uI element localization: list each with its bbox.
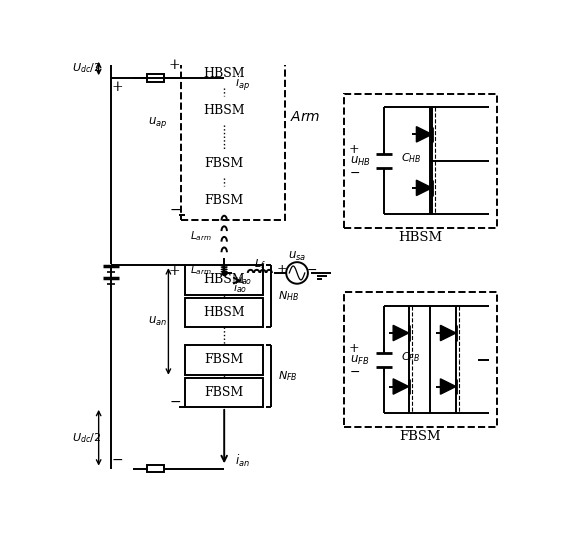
Text: $C_{HB}$: $C_{HB}$ <box>401 151 421 165</box>
Text: $-$: $-$ <box>306 263 318 276</box>
Bar <box>344 292 497 427</box>
Text: $u_{an}$: $u_{an}$ <box>148 315 167 328</box>
Bar <box>186 186 263 215</box>
Polygon shape <box>393 325 409 341</box>
Text: $\it{Arm}$: $\it{Arm}$ <box>290 110 320 124</box>
Bar <box>186 298 263 327</box>
Text: $-$: $-$ <box>349 166 360 179</box>
Text: $C_{FB}$: $C_{FB}$ <box>401 350 420 364</box>
Bar <box>344 94 497 228</box>
Text: $-$: $-$ <box>111 452 123 466</box>
Text: HBSM: HBSM <box>203 104 245 117</box>
Text: +: + <box>112 80 123 94</box>
Text: $L_{arm}$: $L_{arm}$ <box>190 229 212 243</box>
Bar <box>186 265 263 294</box>
Bar <box>147 464 164 473</box>
Bar <box>181 54 285 220</box>
Text: $u_{ao}$: $u_{ao}$ <box>234 275 252 287</box>
Text: $N_{HB}$: $N_{HB}$ <box>278 289 299 303</box>
Text: HBSM: HBSM <box>398 231 443 244</box>
Text: +: + <box>349 143 360 156</box>
Text: HBSM: HBSM <box>203 306 245 319</box>
Text: $U_{dc}/2$: $U_{dc}/2$ <box>72 431 101 444</box>
Bar <box>186 378 263 407</box>
Text: +: + <box>169 58 181 72</box>
Text: $U_{dc}/2$: $U_{dc}/2$ <box>72 62 101 75</box>
Text: $u_{HB}$: $u_{HB}$ <box>350 154 371 168</box>
Text: $N_{FB}$: $N_{FB}$ <box>278 369 298 383</box>
Text: $-$: $-$ <box>169 202 181 216</box>
Text: $L_f$: $L_f$ <box>254 257 266 270</box>
Bar <box>186 345 263 375</box>
Text: $i_{ao}$: $i_{ao}$ <box>233 281 247 295</box>
Text: +: + <box>169 264 181 279</box>
Text: HBSM: HBSM <box>203 67 245 80</box>
Polygon shape <box>417 127 432 142</box>
Text: FBSM: FBSM <box>204 353 244 366</box>
Polygon shape <box>440 379 456 394</box>
Text: $-$: $-$ <box>349 365 360 378</box>
Bar <box>186 59 263 88</box>
Text: $i_{an}$: $i_{an}$ <box>235 453 250 469</box>
Bar <box>147 74 164 82</box>
Text: +: + <box>349 342 360 355</box>
Text: $-$: $-$ <box>169 393 181 408</box>
Text: $u_{sa}$: $u_{sa}$ <box>288 249 306 262</box>
Polygon shape <box>417 180 432 196</box>
Bar <box>186 96 263 125</box>
Bar <box>186 149 263 178</box>
Text: $u_{FB}$: $u_{FB}$ <box>350 353 369 366</box>
Polygon shape <box>393 379 409 394</box>
Text: $L_{arm}$: $L_{arm}$ <box>190 263 212 277</box>
Text: $i_{ap}$: $i_{ap}$ <box>235 75 250 93</box>
Text: FBSM: FBSM <box>204 386 244 399</box>
Text: +: + <box>276 263 287 276</box>
Text: FBSM: FBSM <box>400 430 441 443</box>
Polygon shape <box>440 325 456 341</box>
Text: HBSM: HBSM <box>203 273 245 286</box>
Text: FBSM: FBSM <box>204 157 244 170</box>
Text: $u_{ap}$: $u_{ap}$ <box>148 115 167 130</box>
Text: FBSM: FBSM <box>204 194 244 207</box>
